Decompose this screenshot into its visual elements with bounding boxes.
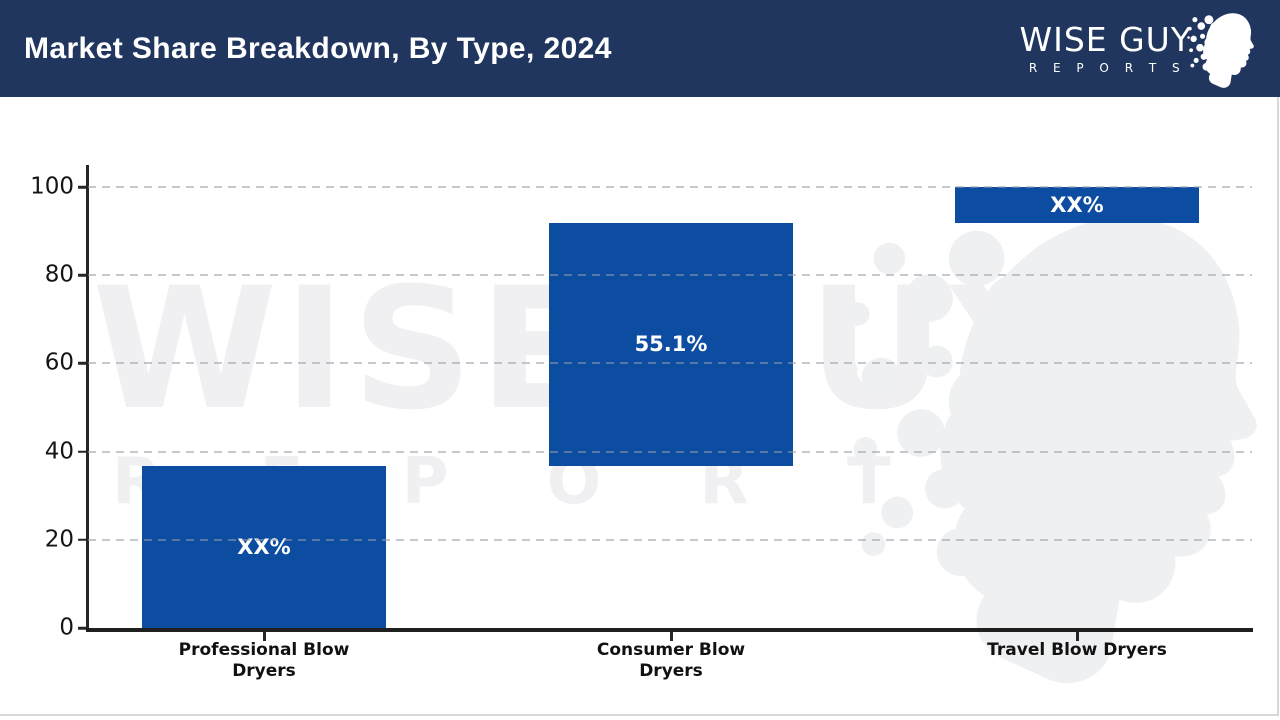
bar-2: 55.1% bbox=[549, 222, 793, 466]
x-tick-mark-2 bbox=[670, 631, 673, 641]
bar-1: XX% bbox=[142, 465, 386, 628]
y-tick-label-80: 80 bbox=[44, 261, 74, 288]
header-bar: Market Share Breakdown, By Type, 2024 WI… bbox=[0, 0, 1280, 97]
y-tick-mark-80 bbox=[78, 273, 86, 277]
x-tick-mark-3 bbox=[1076, 631, 1079, 641]
x-category-label-2: Consumer Blow Dryers bbox=[596, 640, 746, 682]
logo-face-icon bbox=[1187, 12, 1254, 88]
y-tick-mark-0 bbox=[78, 626, 86, 630]
gridline-40 bbox=[88, 450, 1252, 453]
y-tick-label-60: 60 bbox=[44, 349, 74, 376]
x-category-label-3: Travel Blow Dryers bbox=[987, 640, 1167, 660]
y-tick-mark-40 bbox=[78, 450, 86, 453]
bar-value-label-2: 55.1% bbox=[634, 332, 708, 357]
x-category-label-1: Professional Blow Dryers bbox=[178, 640, 350, 682]
gridline-20 bbox=[88, 538, 1252, 541]
y-tick-label-40: 40 bbox=[44, 438, 74, 465]
gridline-80 bbox=[88, 274, 1252, 277]
brand-logo: WISE GUY R E P O R T S bbox=[1019, 7, 1256, 91]
page-border-right bbox=[1277, 97, 1279, 715]
bar-value-label-3: XX% bbox=[1050, 192, 1104, 217]
y-tick-mark-60 bbox=[78, 362, 86, 365]
plot-area: 0 20 40 60 80 100 XX% Professional Blow Dryers 5… bbox=[0, 97, 1280, 720]
page-border-bottom bbox=[0, 714, 1279, 716]
y-tick-mark-20 bbox=[78, 538, 86, 542]
y-tick-label-20: 20 bbox=[44, 526, 74, 553]
watermark-face-icon bbox=[841, 217, 1257, 684]
page-title: Market Share Breakdown, By Type, 2024 bbox=[24, 31, 612, 65]
logo-wordmark: WISE GUY bbox=[1019, 19, 1192, 59]
x-tick-mark-1 bbox=[263, 631, 266, 641]
brand-logo-text: WISE GUY R E P O R T S bbox=[1019, 23, 1192, 75]
x-axis-spine bbox=[86, 628, 1253, 632]
bar-3: XX% bbox=[955, 187, 1199, 223]
logo-subtext: R E P O R T S bbox=[1028, 60, 1186, 75]
y-tick-label-100: 100 bbox=[30, 173, 74, 200]
y-tick-label-0: 0 bbox=[59, 614, 74, 641]
gridline-60 bbox=[88, 362, 1252, 365]
y-axis-spine bbox=[86, 165, 89, 631]
chart-area: WISE GUY R E P O R T S 0 20 40 60 80 100 XX% Pr… bbox=[0, 97, 1280, 720]
gridline-100 bbox=[88, 186, 1252, 188]
y-tick-mark-100 bbox=[78, 185, 86, 189]
